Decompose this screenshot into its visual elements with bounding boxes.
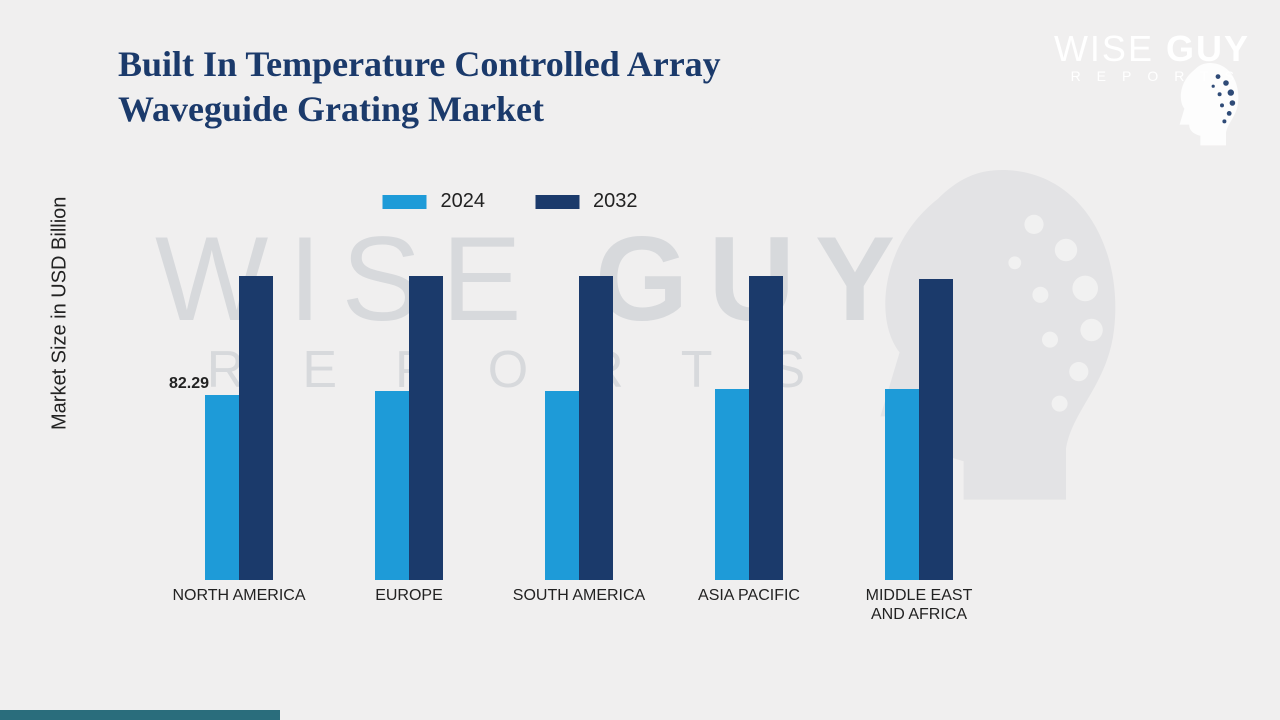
legend-swatch — [535, 195, 579, 209]
footer-accent-bar — [0, 710, 280, 720]
legend-item: 2032 — [535, 190, 638, 213]
bar-group: MIDDLE EAST AND AFRICA — [885, 279, 953, 581]
x-axis-label: EUROPE — [339, 580, 479, 605]
plot-area: NORTH AMERICA82.29 EUROPE SOUTH AMERICA ASI… — [120, 220, 950, 580]
bar-group: EUROPE — [375, 276, 443, 580]
legend-swatch — [383, 195, 427, 209]
chart-title: Built In Temperature Controlled Array Wa… — [118, 42, 818, 132]
y-axis-label: Market Size in USD Billion — [49, 197, 72, 430]
bar-series-2032 — [239, 276, 273, 580]
legend-item: 2024 — [383, 190, 486, 213]
bar-series-2024 — [885, 389, 919, 580]
legend: 2024 2032 — [383, 190, 638, 213]
bar-series-2032 — [919, 279, 953, 581]
bar-series-2032 — [409, 276, 443, 580]
bar-series-2024 — [205, 395, 239, 580]
legend-label: 2032 — [593, 190, 638, 213]
chart-area: Market Size in USD Billion 2024 2032 NOR… — [60, 170, 960, 690]
bar-series-2032 — [579, 276, 613, 580]
brand-logo: WISE GUY REPORTS — [1054, 28, 1250, 84]
bar-group: ASIA PACIFIC — [715, 276, 783, 580]
chart-canvas: WISE GUY REPORTS Built In Temperature Co… — [0, 0, 1280, 720]
bar-series-2032 — [749, 276, 783, 580]
bar-series-2024 — [545, 391, 579, 580]
logo-head-icon — [1162, 58, 1242, 148]
bar-value-label: 82.29 — [169, 375, 209, 393]
x-axis-label: MIDDLE EAST AND AFRICA — [849, 580, 989, 624]
bar-group: SOUTH AMERICA — [545, 276, 613, 580]
bar-series-2024 — [715, 389, 749, 580]
x-axis-label: SOUTH AMERICA — [509, 580, 649, 605]
bar-group: NORTH AMERICA82.29 — [205, 276, 273, 580]
x-axis-label: NORTH AMERICA — [169, 580, 309, 605]
legend-label: 2024 — [441, 190, 486, 213]
bar-series-2024 — [375, 391, 409, 580]
x-axis-label: ASIA PACIFIC — [679, 580, 819, 605]
